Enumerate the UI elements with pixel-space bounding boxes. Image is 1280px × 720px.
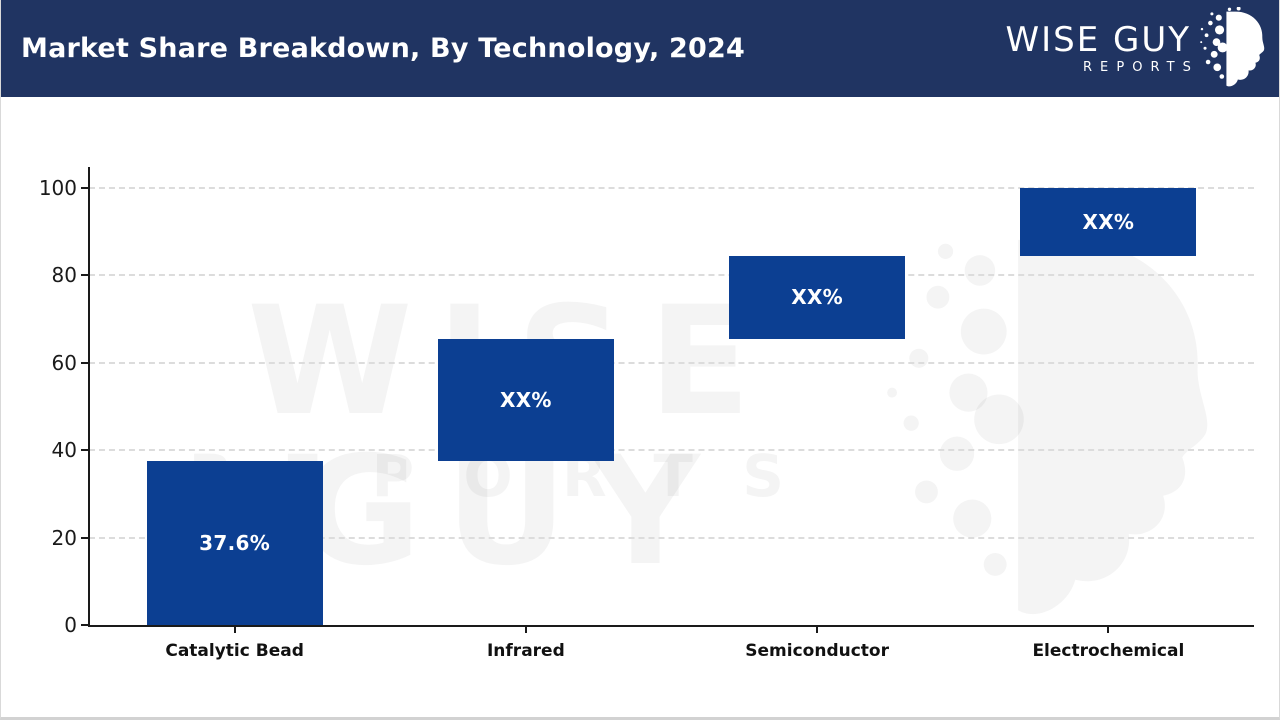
x-tick-mark <box>233 625 236 633</box>
y-axis-tick-label: 100 <box>38 176 77 200</box>
x-tick-mark <box>524 625 527 633</box>
x-axis-category-label: Semiconductor <box>745 641 889 661</box>
bar-value-label: 37.6% <box>199 530 271 555</box>
y-axis-tick-label: 80 <box>51 263 77 288</box>
x-axis-line <box>88 625 1254 627</box>
y-axis-line <box>88 167 90 627</box>
bar-segment: XX% <box>729 255 906 339</box>
logo-subtitle: REPORTS <box>1082 60 1199 75</box>
bar-segment: XX% <box>437 338 614 461</box>
bar-value-label: XX% <box>499 387 552 412</box>
y-axis-tick-label: 20 <box>51 525 77 550</box>
gridline-20 <box>89 536 1254 539</box>
x-axis-category-label: Infrared <box>486 641 565 661</box>
page-title: Market Share Breakdown, By Technology, 2… <box>21 33 746 64</box>
bar-segment: XX% <box>1020 188 1197 256</box>
bar-value-label: XX% <box>791 285 844 310</box>
logo-wordmark: WISE GUY <box>1005 20 1191 60</box>
x-tick-mark <box>1107 625 1110 633</box>
x-axis-category-label: Electrochemical <box>1032 641 1185 661</box>
y-tick-mark <box>81 187 89 189</box>
y-tick-mark <box>81 361 89 364</box>
header-bar: Market Share Breakdown, By Technology, 2… <box>1 0 1280 97</box>
y-axis-tick-label: 60 <box>51 350 77 375</box>
y-axis-tick-label: 40 <box>51 438 77 463</box>
y-tick-mark <box>81 624 89 626</box>
x-axis-category-label: Catalytic Bead <box>165 641 304 661</box>
y-tick-mark <box>81 449 89 452</box>
y-tick-mark <box>81 536 89 539</box>
bar-segment: 37.6% <box>146 460 323 625</box>
gridline-100 <box>89 187 1254 189</box>
y-tick-mark <box>81 274 89 277</box>
x-tick-mark <box>816 625 819 633</box>
gridline-80 <box>89 274 1254 277</box>
gridline-60 <box>89 361 1254 364</box>
logo-text: WISE GUY REPORTS <box>1005 23 1191 74</box>
y-axis-tick-label: 0 <box>64 613 77 637</box>
bar-value-label: XX% <box>1082 209 1135 234</box>
gridline-40 <box>89 449 1254 452</box>
wise-guy-reports-logo: WISE GUY REPORTS <box>1005 7 1280 91</box>
